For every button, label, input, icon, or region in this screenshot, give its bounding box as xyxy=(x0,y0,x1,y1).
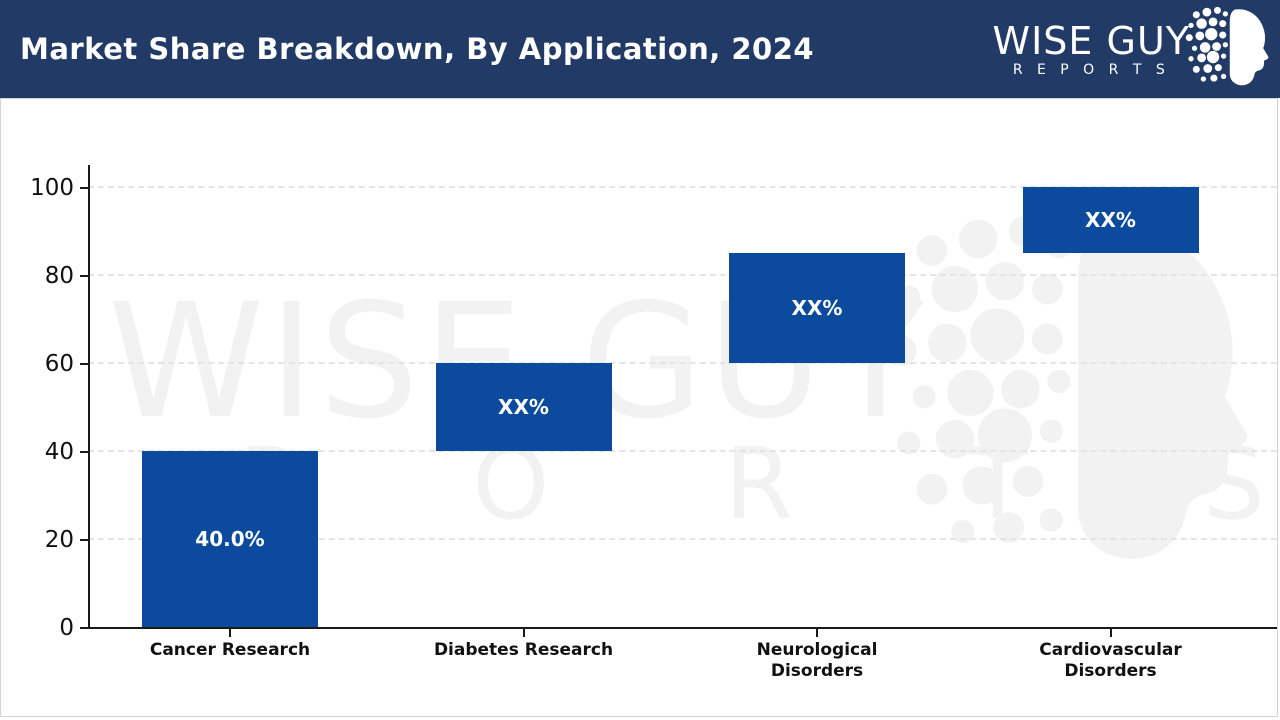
gridline-y40 xyxy=(88,450,1277,452)
x-category-label-1: Diabetes Research xyxy=(433,640,614,660)
x-axis-line xyxy=(88,627,1277,629)
bar-1 xyxy=(435,363,612,451)
x-category-label-3: Cardiovascular Disorders xyxy=(1039,640,1182,681)
bar-0 xyxy=(142,451,318,627)
logo-wordmark: WISE GUY xyxy=(992,19,1190,63)
wiseguy-face-icon xyxy=(1185,6,1269,86)
x-category-label-2: Neurological Disorders xyxy=(756,640,878,681)
header-bar: Market Share Breakdown, By Application, … xyxy=(0,0,1280,98)
bar-value-label-3: XX% xyxy=(1085,208,1136,232)
y-tick-label-20: 20 xyxy=(44,527,74,553)
logo-subtext: R E P O R T S xyxy=(1012,62,1170,78)
y-tick-0 xyxy=(80,627,88,629)
x-tick-2 xyxy=(816,629,818,637)
y-tick-label-60: 60 xyxy=(44,351,74,377)
gridline-y60 xyxy=(88,362,1277,364)
y-tick-label-40: 40 xyxy=(44,439,74,465)
bar-2 xyxy=(729,253,905,363)
wiseguy-logo-text: WISE GUY R E P O R T S xyxy=(993,21,1190,79)
y-tick-40 xyxy=(80,451,88,453)
y-tick-80 xyxy=(80,275,88,277)
x-category-label-0: Cancer Research xyxy=(149,640,311,660)
x-tick-0 xyxy=(229,629,231,637)
y-tick-label-100: 100 xyxy=(30,175,74,201)
gridline-y20 xyxy=(88,538,1277,540)
y-axis-line xyxy=(88,165,90,629)
y-tick-label-80: 80 xyxy=(44,263,74,289)
y-tick-60 xyxy=(80,363,88,365)
bar-value-label-2: XX% xyxy=(791,296,843,320)
gridline-y100 xyxy=(88,186,1277,188)
x-tick-1 xyxy=(522,629,525,637)
y-tick-label-0: 0 xyxy=(59,615,74,641)
page-title: Market Share Breakdown, By Application, … xyxy=(20,32,815,66)
bar-value-label-0: 40.0% xyxy=(195,527,265,551)
x-tick-3 xyxy=(1109,629,1112,637)
y-tick-100 xyxy=(80,187,88,189)
y-tick-20 xyxy=(80,539,88,541)
gridline-y80 xyxy=(88,274,1277,276)
bar-value-label-1: XX% xyxy=(498,395,549,419)
wiseguy-logo: WISE GUY R E P O R T S xyxy=(993,6,1272,94)
